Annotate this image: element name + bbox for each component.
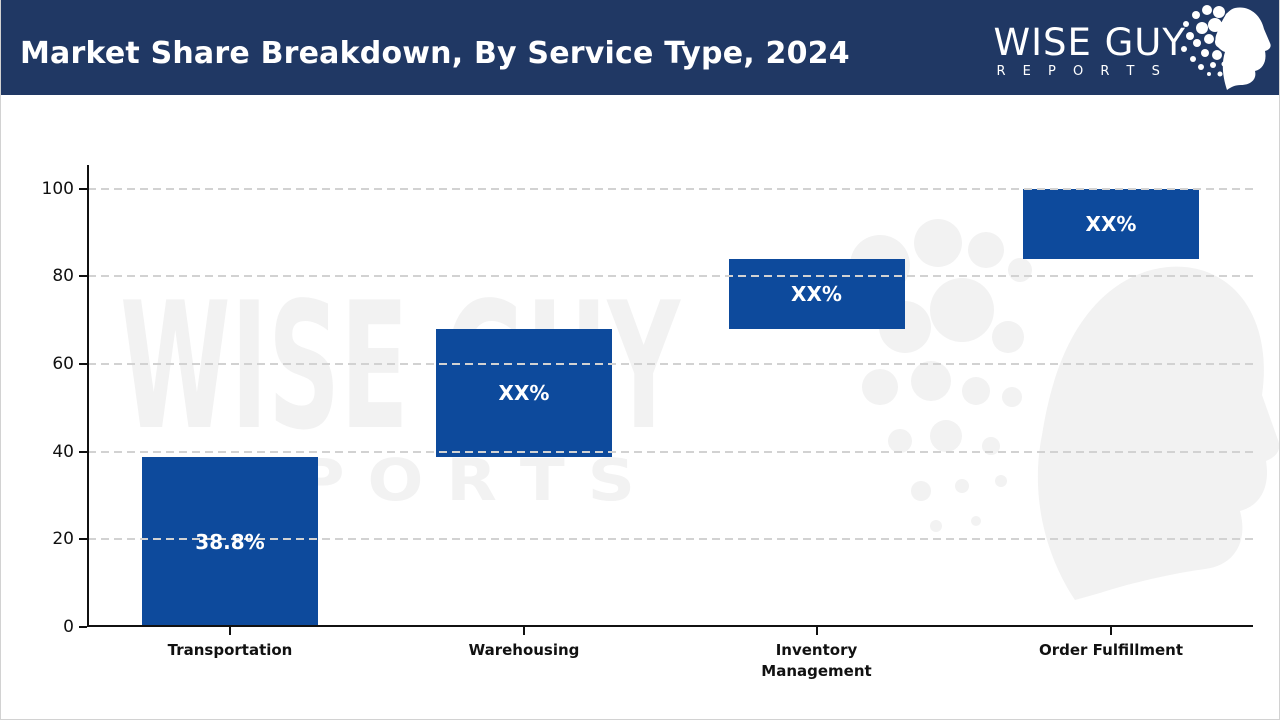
gridline: [88, 450, 1253, 453]
y-tick-label: 40: [52, 441, 74, 462]
category-label: Transportation: [167, 641, 293, 659]
x-tick-mark: [229, 627, 231, 635]
gridline: [88, 275, 1253, 278]
category-label: Order Fulfillment: [1038, 641, 1184, 659]
y-tick-label: 0: [63, 617, 74, 637]
logo-face-icon: [1181, 5, 1271, 91]
y-tick-label: 100: [41, 178, 74, 199]
gridline: [88, 187, 1253, 190]
y-tick-mark: [79, 187, 87, 190]
watermark-face-icon: [850, 219, 1280, 600]
logo-wordmark: WISE GUY: [993, 21, 1186, 64]
bar: [1023, 188, 1199, 259]
category-label: Warehousing: [468, 641, 580, 659]
gridline: [88, 538, 1253, 541]
y-tick-label: 20: [52, 529, 74, 550]
x-tick-mark: [1110, 627, 1112, 635]
bar-value-label: 38.8%: [195, 529, 265, 554]
chart-plot: WISE GUY R E P O R T S 0 20 40 60 80 100 38.8%…: [0, 95, 1280, 720]
y-tick-label: 80: [52, 266, 74, 287]
wise-guy-logo: WISE GUY R E P O R T S: [994, 4, 1272, 92]
y-axis-line: [87, 165, 89, 627]
x-axis-line: [87, 625, 1253, 627]
bar-value-label: XX%: [498, 380, 550, 405]
y-tick-mark: [79, 626, 87, 628]
bar: [142, 456, 318, 627]
gridline: [88, 362, 1253, 365]
y-tick-mark: [79, 362, 87, 365]
page-title: Market Share Breakdown, By Service Type,…: [20, 36, 850, 71]
y-tick-mark: [79, 275, 87, 278]
logo-subtitle: R E P O R T S: [996, 64, 1167, 79]
category-label: Inventory Management: [761, 641, 872, 680]
logo-text: WISE GUY R E P O R T S: [994, 24, 1186, 79]
y-tick-label: 60: [52, 353, 74, 374]
bar-value-label: XX%: [791, 281, 842, 306]
bar-value-label: XX%: [1085, 211, 1137, 236]
y-tick-mark: [79, 538, 87, 541]
x-tick-mark: [523, 627, 525, 635]
header-bar: Market Share Breakdown, By Service Type,…: [0, 0, 1280, 95]
x-tick-mark: [815, 627, 818, 635]
y-tick-mark: [79, 450, 87, 453]
bar: [436, 328, 612, 457]
bar: [728, 258, 905, 329]
